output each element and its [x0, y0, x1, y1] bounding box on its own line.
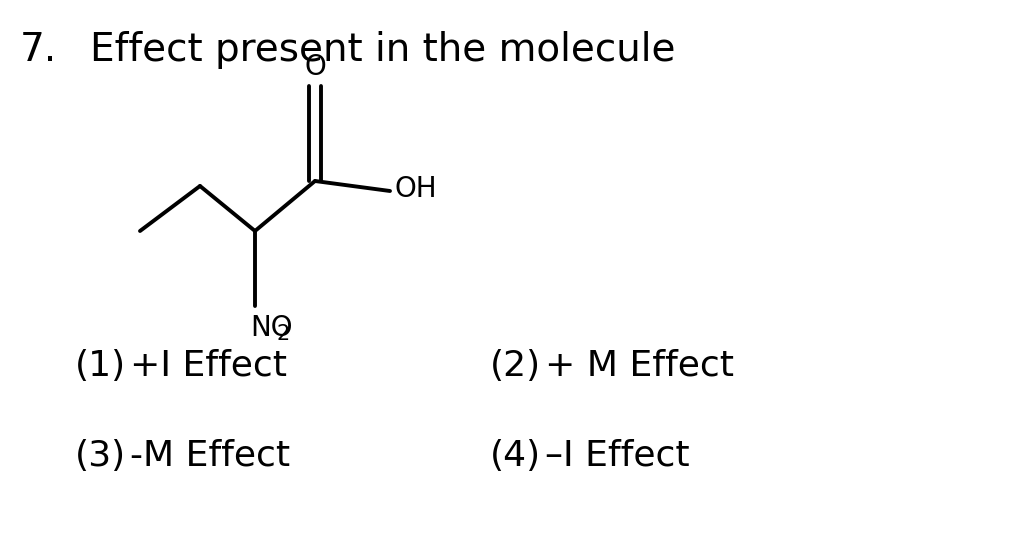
Text: (1): (1) — [75, 349, 126, 383]
Text: -M Effect: -M Effect — [130, 439, 290, 473]
Text: 2: 2 — [278, 324, 290, 344]
Text: NO: NO — [250, 314, 293, 342]
Text: (4): (4) — [490, 439, 541, 473]
Text: (2): (2) — [490, 349, 541, 383]
Text: (3): (3) — [75, 439, 126, 473]
Text: + M Effect: + M Effect — [545, 349, 734, 383]
Text: O: O — [304, 53, 326, 81]
Text: Effect present in the molecule: Effect present in the molecule — [90, 31, 676, 69]
Text: 7.: 7. — [20, 31, 57, 69]
Text: –I Effect: –I Effect — [545, 439, 689, 473]
Text: OH: OH — [394, 175, 436, 203]
Text: +I Effect: +I Effect — [130, 349, 287, 383]
